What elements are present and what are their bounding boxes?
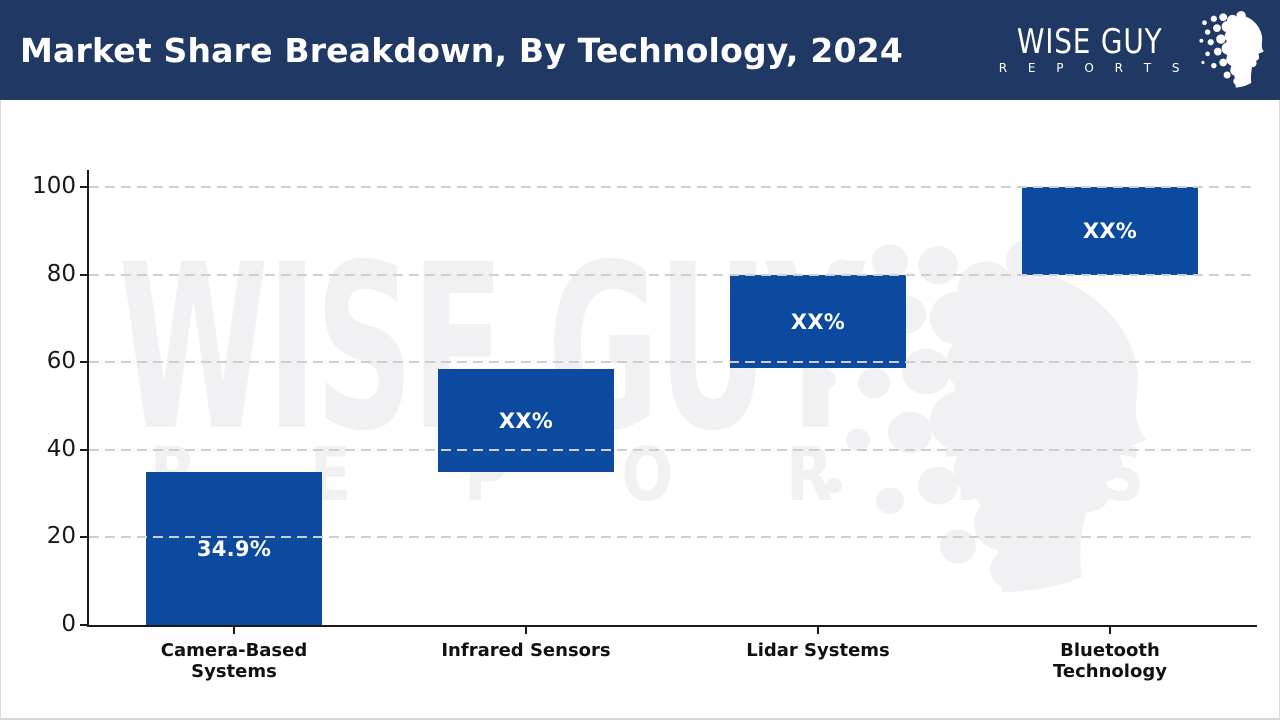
x-tick-mark [1109,627,1111,634]
wiseguy-logo: WISE GUY R E P O R T S [991,6,1270,94]
page-border-bottom [0,718,1280,720]
x-tick-label: Bluetooth Technology [970,640,1250,682]
bar: XX% [438,369,614,473]
y-tick-label: 60 [46,348,76,375]
y-tick-label: 100 [32,173,76,199]
bar-value-label: XX% [1082,219,1138,244]
x-tick-label: Lidar Systems [678,640,958,661]
logo-subtitle: R E P O R T S [998,61,1188,75]
gridline [89,361,1256,364]
x-tick-label: Camera-Based Systems [94,640,374,682]
x-tick-label: Infrared Sensors [386,640,666,661]
bar-value-label: XX% [498,408,554,433]
bar: XX% [730,275,906,368]
y-tick-label: 40 [46,435,76,462]
gridline [89,536,1256,539]
y-tick-mark [80,448,87,451]
logo-wordmark: WISE GUY [1016,22,1163,62]
y-tick-label: 0 [61,611,76,637]
page-border-left [0,100,1,720]
x-tick-mark [233,627,235,634]
y-tick-label: 20 [46,523,76,550]
page-title: Market Share Breakdown, By Technology, 2… [20,30,903,70]
gridline [89,448,1256,451]
x-tick-label-line: Camera-Based [160,640,308,661]
y-tick-mark [80,536,87,539]
x-tick-label-line: Systems [191,661,277,682]
bar-value-label: 34.9% [196,536,272,561]
y-tick-mark [80,624,87,626]
y-tick-mark [80,273,87,276]
y-tick-label: 80 [46,260,76,287]
y-tick-mark [80,186,87,188]
gridline [89,273,1256,276]
logo-text: WISE GUY R E P O R T S [991,25,1188,75]
header-bar: Market Share Breakdown, By Technology, 2… [0,0,1280,100]
x-tick-label-line: Infrared Sensors [441,640,611,661]
y-axis-line [87,170,89,627]
x-tick-mark [525,627,527,634]
gridline [89,186,1256,188]
x-tick-label-line: Technology [1053,661,1167,682]
x-axis-line [87,625,1257,627]
bar-value-label: XX% [790,309,846,334]
x-tick-label-line: Lidar Systems [746,640,890,661]
x-tick-mark [817,627,819,634]
bar: 34.9% [146,472,322,625]
y-tick-mark [80,361,87,364]
x-tick-label-line: Bluetooth [1060,640,1160,661]
bar: XX% [1022,187,1198,276]
logo-head-icon [1199,11,1264,88]
